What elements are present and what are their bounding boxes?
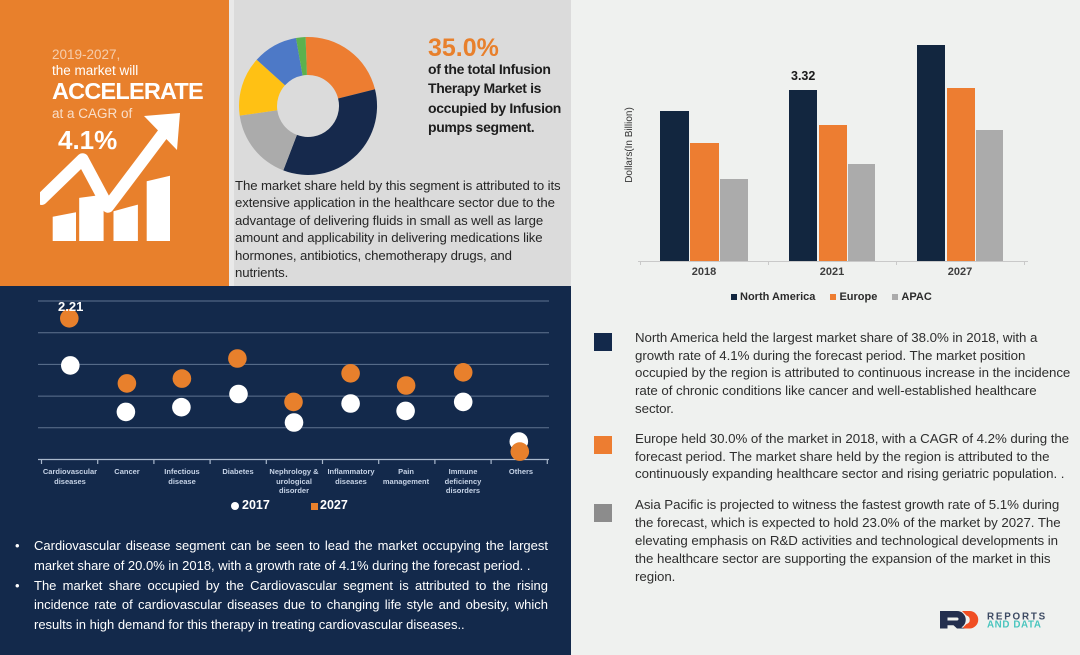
- svg-text:2.21: 2.21: [58, 299, 83, 314]
- svg-text:REPORTS: REPORTS: [987, 612, 1047, 623]
- svg-text:AND DATA: AND DATA: [987, 620, 1042, 631]
